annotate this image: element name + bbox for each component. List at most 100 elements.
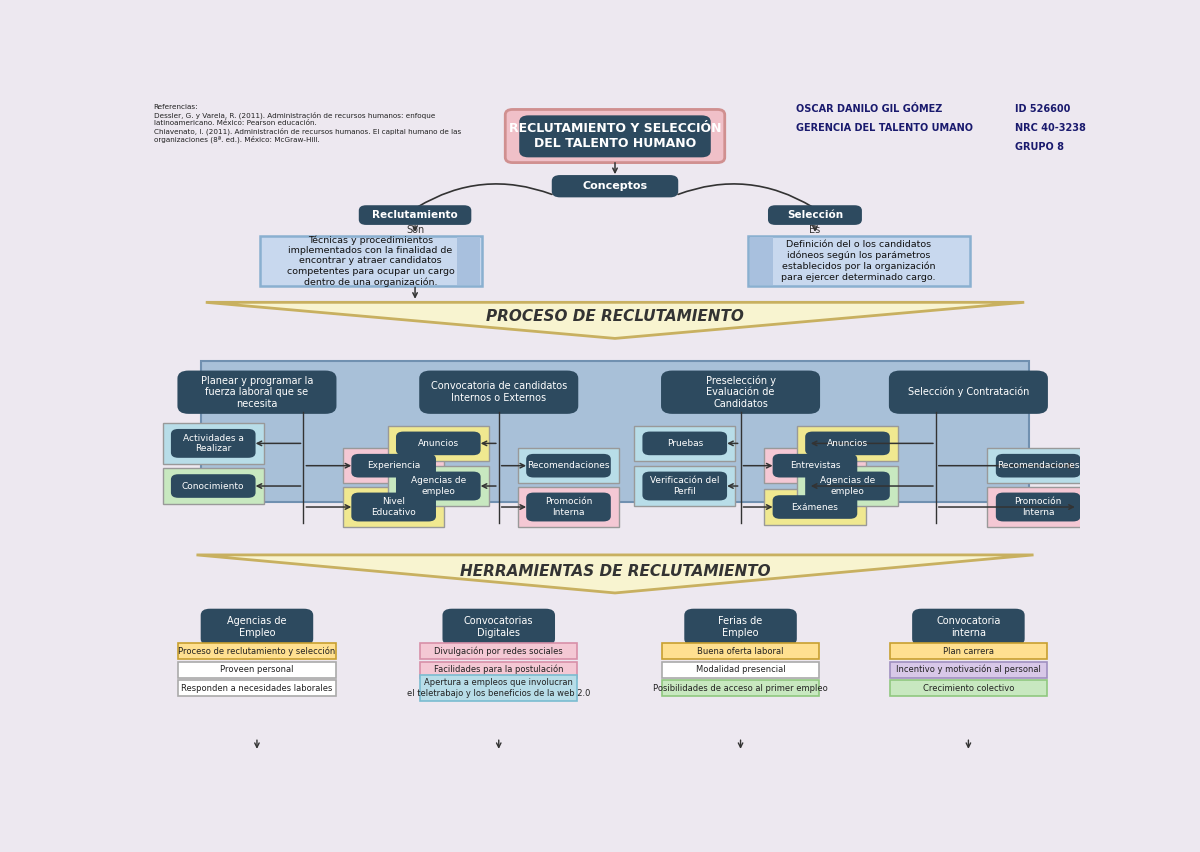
FancyBboxPatch shape [797,466,898,506]
Text: Agencias de
empleo: Agencias de empleo [410,476,466,496]
Text: Crecimiento colectivo: Crecimiento colectivo [923,683,1014,693]
FancyBboxPatch shape [526,454,611,477]
FancyBboxPatch shape [178,371,336,414]
Text: Promoción
Interna: Promoción Interna [545,498,592,516]
Text: GRUPO 8: GRUPO 8 [1015,142,1064,153]
FancyBboxPatch shape [179,680,336,696]
FancyBboxPatch shape [750,238,773,285]
FancyBboxPatch shape [662,643,820,659]
FancyBboxPatch shape [388,426,488,461]
Text: Posibilidades de acceso al primer empleo: Posibilidades de acceso al primer empleo [653,683,828,693]
Text: Recomendaciones: Recomendaciones [997,461,1080,470]
Text: Actividades a
Realizar: Actividades a Realizar [182,434,244,453]
FancyBboxPatch shape [388,466,488,506]
Text: Nivel
Educativo: Nivel Educativo [371,498,416,516]
FancyBboxPatch shape [889,371,1048,414]
FancyBboxPatch shape [634,426,736,461]
Text: Selección: Selección [787,210,844,220]
FancyBboxPatch shape [996,454,1080,477]
Text: OSCAR DANILO GIL GÓMEZ: OSCAR DANILO GIL GÓMEZ [797,104,943,114]
Text: Reclutamiento: Reclutamiento [372,210,458,220]
FancyBboxPatch shape [797,426,898,461]
FancyBboxPatch shape [805,432,890,455]
FancyBboxPatch shape [396,472,481,500]
Text: Anuncios: Anuncios [827,439,868,448]
Text: Ferias de
Empleo: Ferias de Empleo [719,616,763,638]
Text: PROCESO DE RECLUTAMIENTO: PROCESO DE RECLUTAMIENTO [486,308,744,324]
FancyBboxPatch shape [259,236,482,286]
Text: Apertura a empleos que involucran
el teletrabajo y los beneficios de la web 2.0: Apertura a empleos que involucran el tel… [407,678,590,698]
FancyBboxPatch shape [988,486,1088,527]
Text: Conceptos: Conceptos [582,181,648,191]
Text: Referencias:
Dessler, G. y Varela, R. (2011). Administración de recursos humanos: Referencias: Dessler, G. y Varela, R. (2… [154,104,461,143]
Text: Divulgación por redes sociales: Divulgación por redes sociales [434,647,563,656]
FancyBboxPatch shape [996,492,1080,521]
FancyBboxPatch shape [170,475,256,498]
Text: Verificación del
Perfil: Verificación del Perfil [650,476,720,496]
Text: Promoción
Interna: Promoción Interna [1014,498,1062,516]
FancyBboxPatch shape [343,486,444,527]
Text: Proveen personal: Proveen personal [221,665,294,674]
FancyBboxPatch shape [748,236,971,286]
Text: Preselección y
Evaluación de
Candidatos: Preselección y Evaluación de Candidatos [706,376,775,409]
FancyBboxPatch shape [202,361,1028,503]
Text: NRC 40-3238: NRC 40-3238 [1015,124,1086,133]
Text: Técnicas y procedimientos
implementados con la finalidad de
encontrar y atraer c: Técnicas y procedimientos implementados … [287,235,455,287]
FancyBboxPatch shape [552,175,678,198]
Text: Exámenes: Exámenes [792,503,839,511]
FancyBboxPatch shape [764,448,865,483]
FancyBboxPatch shape [200,608,313,646]
Text: ID 526600: ID 526600 [1015,104,1070,114]
Polygon shape [206,302,1024,338]
FancyBboxPatch shape [764,489,865,525]
FancyBboxPatch shape [352,454,436,477]
Text: Proceso de reclutamiento y selección: Proceso de reclutamiento y selección [179,647,336,656]
Text: Pruebas: Pruebas [667,439,703,448]
FancyBboxPatch shape [179,662,336,677]
Text: Agencias de
empleo: Agencias de empleo [820,476,875,496]
Text: HERRAMIENTAS DE RECLUTAMIENTO: HERRAMIENTAS DE RECLUTAMIENTO [460,565,770,579]
Text: GERENCIA DEL TALENTO UMANO: GERENCIA DEL TALENTO UMANO [797,124,973,133]
FancyBboxPatch shape [520,115,710,158]
FancyBboxPatch shape [518,448,619,483]
FancyBboxPatch shape [805,472,890,500]
Text: Son: Son [406,225,424,234]
FancyBboxPatch shape [419,371,578,414]
FancyBboxPatch shape [634,466,736,506]
FancyBboxPatch shape [420,675,577,701]
Text: Conocimiento: Conocimiento [182,481,245,491]
Text: Convocatorias
Digitales: Convocatorias Digitales [464,616,534,638]
FancyBboxPatch shape [518,486,619,527]
FancyBboxPatch shape [396,432,481,455]
Text: Es: Es [809,225,821,234]
FancyBboxPatch shape [768,205,862,225]
FancyBboxPatch shape [443,608,556,646]
Text: Buena oferta laboral: Buena oferta laboral [697,647,784,656]
FancyBboxPatch shape [162,423,264,463]
Polygon shape [197,555,1033,593]
Text: Plan carrera: Plan carrera [943,647,994,656]
FancyBboxPatch shape [343,448,444,483]
Text: Modalidad presencial: Modalidad presencial [696,665,785,674]
Text: Agencias de
Empleo: Agencias de Empleo [227,616,287,638]
FancyBboxPatch shape [505,109,725,163]
FancyBboxPatch shape [162,469,264,504]
FancyBboxPatch shape [352,492,436,521]
Text: Responden a necesidades laborales: Responden a necesidades laborales [181,683,332,693]
FancyBboxPatch shape [642,472,727,500]
FancyBboxPatch shape [890,680,1046,696]
Text: Convocatoria
interna: Convocatoria interna [936,616,1001,638]
Text: Convocatoria de candidatos
Internos o Externos: Convocatoria de candidatos Internos o Ex… [431,382,566,403]
FancyBboxPatch shape [642,432,727,455]
FancyBboxPatch shape [988,448,1088,483]
Text: Selección y Contratación: Selección y Contratación [907,387,1030,398]
FancyBboxPatch shape [773,454,857,477]
FancyBboxPatch shape [773,495,857,519]
Text: Planear y programar la
fuerza laboral que se
necesita: Planear y programar la fuerza laboral qu… [200,376,313,409]
FancyBboxPatch shape [890,643,1046,659]
FancyBboxPatch shape [890,662,1046,677]
FancyBboxPatch shape [661,371,820,414]
FancyBboxPatch shape [420,643,577,659]
FancyBboxPatch shape [684,608,797,646]
FancyBboxPatch shape [170,429,256,458]
